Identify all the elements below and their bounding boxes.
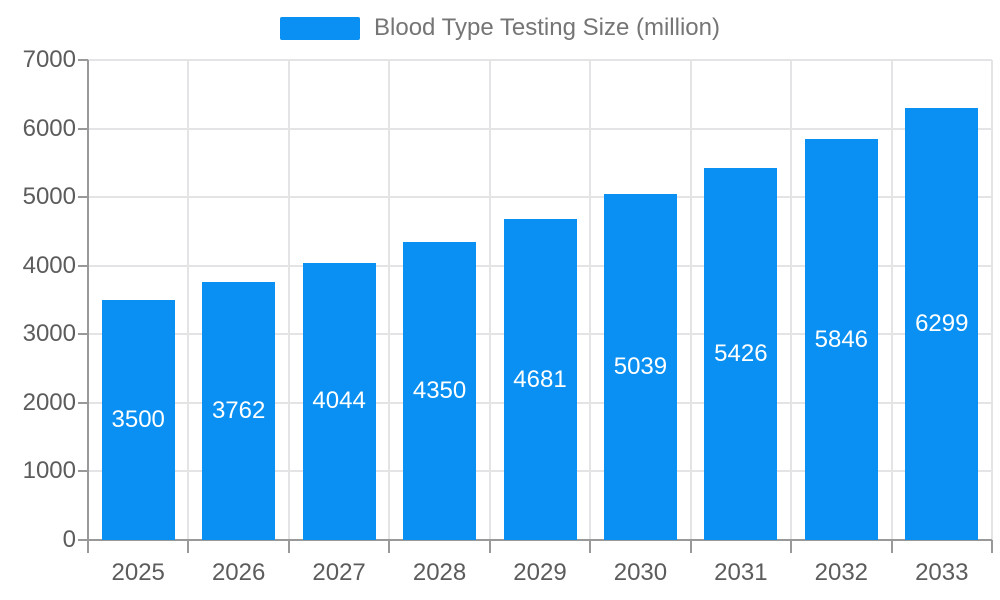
y-axis-tick	[78, 470, 88, 473]
x-axis-label: 2032	[814, 559, 869, 586]
x-axis-label: 2029	[513, 559, 567, 586]
x-axis-tick	[488, 540, 491, 553]
y-axis-tick	[78, 401, 88, 404]
x-axis-label: 2026	[211, 559, 266, 586]
y-axis-tick	[78, 333, 88, 336]
x-axis-line	[78, 539, 992, 541]
y-axis-label: 7000	[22, 46, 76, 73]
y-axis-line	[87, 60, 89, 542]
bar-value-label: 6299	[915, 310, 969, 338]
bar-value-label: 4044	[312, 387, 366, 415]
gridline-vertical	[890, 60, 893, 540]
x-axis-label: 2030	[613, 559, 668, 586]
gridline-horizontal	[88, 196, 992, 199]
bar-value-label: 4681	[513, 365, 567, 393]
x-axis-tick	[890, 540, 893, 553]
bar[interactable]: 3762	[202, 282, 276, 540]
legend-swatch-icon	[280, 16, 361, 40]
bar[interactable]: 4681	[503, 219, 577, 540]
bar[interactable]: 5426	[704, 167, 778, 540]
bar[interactable]: 4350	[403, 241, 477, 540]
bar-value-label: 5846	[814, 325, 869, 353]
x-axis-label: 2025	[111, 559, 165, 586]
legend-item[interactable]: Blood Type Testing Size (million)	[280, 14, 720, 42]
y-axis-label: 0	[62, 526, 76, 553]
bar[interactable]: 3500	[101, 300, 175, 540]
y-axis-tick	[78, 127, 88, 130]
y-axis-tick	[78, 59, 88, 61]
gridline-vertical	[790, 60, 793, 540]
x-axis-tick	[589, 540, 592, 553]
gridline-vertical	[187, 60, 190, 540]
bar-value-label: 4350	[412, 376, 467, 404]
bar-value-label: 5426	[714, 339, 768, 367]
x-axis-tick	[388, 540, 391, 553]
x-axis-label: 2028	[412, 559, 467, 586]
bar[interactable]: 6299	[905, 108, 979, 540]
x-axis-tick	[87, 540, 89, 553]
bar[interactable]: 5846	[804, 139, 878, 540]
x-axis-label: 2031	[714, 559, 768, 586]
gridline-vertical	[689, 60, 692, 540]
gridline-horizontal	[88, 127, 992, 130]
y-axis-label: 4000	[22, 251, 76, 279]
x-axis-tick	[187, 540, 190, 553]
gridline-vertical	[488, 60, 491, 540]
legend-label: Blood Type Testing Size (million)	[374, 14, 720, 41]
bar-value-label: 3500	[111, 406, 165, 433]
gridline-vertical	[589, 60, 592, 540]
x-axis-tick	[790, 540, 793, 553]
y-axis-label: 1000	[22, 457, 76, 485]
gridline-vertical	[388, 60, 391, 540]
y-axis-tick	[78, 196, 88, 199]
bar-value-label: 5039	[613, 353, 668, 381]
y-axis-label: 6000	[22, 114, 76, 142]
x-axis-tick	[689, 540, 692, 553]
x-axis-tick	[287, 540, 290, 553]
bar-value-label: 3762	[211, 397, 266, 424]
y-axis-label: 2000	[22, 388, 76, 416]
x-axis-label: 2033	[915, 559, 969, 586]
y-axis-label: 5000	[22, 183, 76, 211]
y-axis-label: 3000	[22, 320, 76, 348]
legend: Blood Type Testing Size (million)	[0, 14, 1000, 42]
gridline-horizontal	[88, 59, 992, 61]
bar[interactable]: 5039	[603, 194, 677, 540]
gridline-vertical	[991, 60, 993, 540]
x-axis-label: 2027	[312, 559, 366, 586]
gridline-vertical	[287, 60, 290, 540]
y-axis-tick	[78, 264, 88, 267]
bar[interactable]: 4044	[302, 262, 376, 540]
x-axis-tick	[991, 540, 993, 553]
